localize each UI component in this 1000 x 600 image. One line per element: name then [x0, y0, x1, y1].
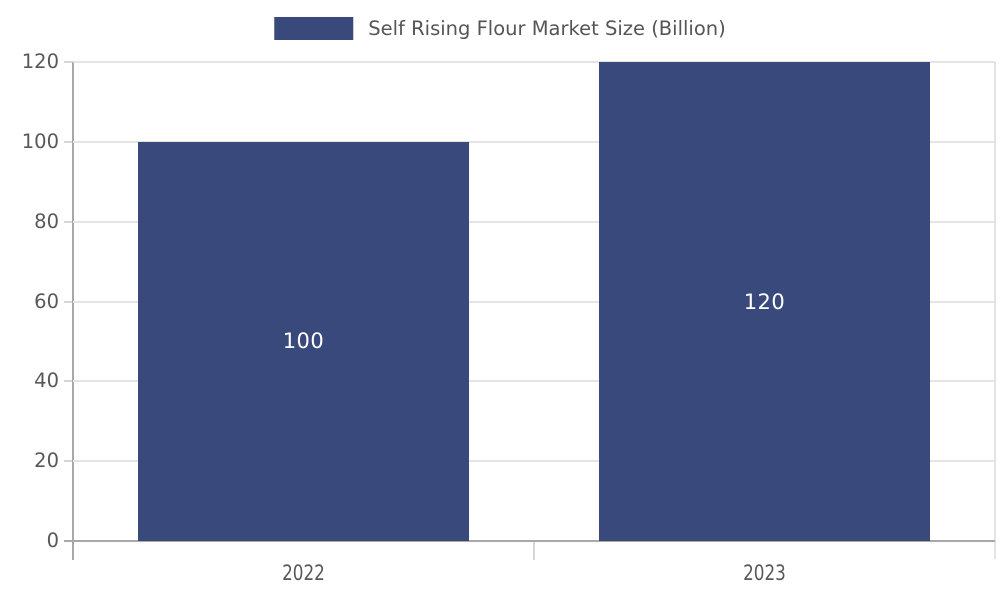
y-tick-label: 20 — [34, 449, 59, 473]
y-tick — [64, 61, 73, 63]
y-tick — [64, 220, 73, 223]
bar-2023: 120 — [598, 62, 931, 541]
y-tick-label: 120 — [21, 50, 59, 73]
x-axis-line — [64, 540, 995, 542]
legend-swatch — [274, 17, 354, 40]
y-tick-label: 40 — [34, 369, 59, 393]
x-tick-label: 2022 — [282, 561, 325, 585]
x-tick — [533, 542, 535, 560]
y-gridline — [73, 220, 995, 223]
y-tick-label: 0 — [46, 529, 59, 552]
y-gridline — [73, 460, 995, 463]
legend-label: Self Rising Flour Market Size (Billion) — [368, 17, 726, 40]
x-tick-label: 2023 — [743, 561, 786, 585]
bar-2022: 100 — [137, 141, 470, 541]
y-tick — [64, 300, 73, 303]
y-tick-label: 100 — [21, 129, 59, 153]
bar-value-label: 100 — [282, 329, 325, 354]
y-gridline — [73, 61, 995, 63]
y-axis-line — [72, 62, 74, 560]
y-gridline — [73, 300, 995, 303]
y-tick-label: 60 — [34, 289, 59, 313]
y-tick — [64, 460, 73, 463]
bar-value-label: 120 — [743, 289, 786, 314]
y-tick — [64, 140, 73, 143]
y-gridline — [73, 140, 995, 143]
y-tick — [64, 380, 73, 383]
y-gridline — [73, 380, 995, 383]
y-tick-label: 80 — [34, 209, 59, 233]
legend: Self Rising Flour Market Size (Billion) — [274, 17, 726, 40]
plot-right-border — [994, 62, 996, 559]
